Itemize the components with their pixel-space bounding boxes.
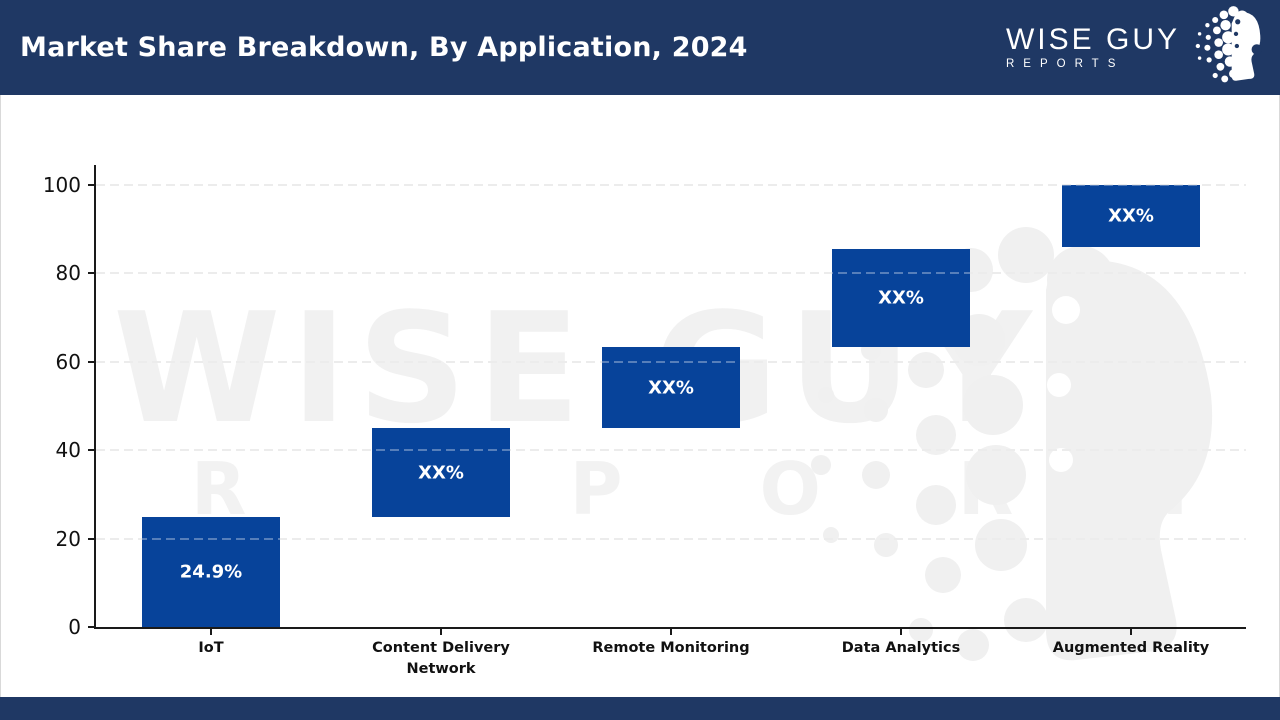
x-axis-category-label: Remote Monitoring xyxy=(592,640,750,656)
brand-logo: WISE GUY REPORTS xyxy=(1006,4,1280,92)
gridline-overlay xyxy=(96,184,1246,186)
x-axis-category-label: IoT xyxy=(198,640,224,656)
y-axis-tick xyxy=(88,626,96,628)
y-axis-tick-label: 40 xyxy=(55,438,81,463)
y-axis-tick xyxy=(88,272,96,275)
y-axis-tick xyxy=(88,449,96,452)
footer-bar xyxy=(0,697,1280,720)
x-axis-tick xyxy=(1130,627,1132,635)
bar-segment xyxy=(602,347,740,429)
x-axis-category-label: Data Analytics xyxy=(841,640,961,656)
brand-logo-line2: REPORTS xyxy=(1005,58,1125,70)
gridline-overlay xyxy=(96,272,1246,275)
gridline xyxy=(96,272,1246,275)
gridline-overlay xyxy=(96,360,1246,363)
dotted-head-logo-icon xyxy=(1184,4,1262,92)
gridline-overlay xyxy=(96,537,1246,540)
x-axis-category-label: Content Delivery Network xyxy=(372,640,510,677)
chart-title: Market Share Breakdown, By Application, … xyxy=(20,32,748,63)
y-axis-tick xyxy=(88,360,96,363)
watermark-dotted-head-icon xyxy=(721,210,1279,684)
y-axis-tick xyxy=(88,537,96,540)
y-axis-tick-label: 80 xyxy=(55,261,81,286)
gridline-overlay xyxy=(96,449,1246,452)
y-axis-line xyxy=(94,165,96,629)
y-axis-tick-label: 0 xyxy=(68,615,81,639)
y-axis-tick-label: 100 xyxy=(42,173,81,197)
x-axis-line xyxy=(94,627,1246,629)
y-axis-tick xyxy=(88,184,96,186)
bar-segment xyxy=(1062,185,1200,247)
bar-value-label: XX% xyxy=(1108,205,1154,227)
header-bar: Market Share Breakdown, By Application, … xyxy=(0,0,1280,95)
x-axis-tick xyxy=(670,627,672,635)
bar-segment xyxy=(372,428,510,517)
gridline xyxy=(96,449,1246,452)
bar-value-label: 24.9% xyxy=(179,561,243,583)
gridline xyxy=(96,184,1246,186)
x-axis-tick xyxy=(210,627,212,635)
x-axis-tick xyxy=(440,627,442,635)
gridline xyxy=(96,537,1246,540)
x-axis-category-label: Augmented Reality xyxy=(1052,640,1210,656)
bar-segment xyxy=(832,248,970,348)
y-axis-tick-label: 20 xyxy=(55,526,81,551)
x-axis-tick xyxy=(900,627,902,635)
bar-value-label: XX% xyxy=(878,287,924,309)
brand-logo-line1: WISE GUY xyxy=(1005,23,1180,56)
bar-value-label: XX% xyxy=(418,462,464,484)
y-axis-tick-label: 60 xyxy=(55,349,81,374)
bar-value-label: XX% xyxy=(648,377,694,399)
brand-logo-text: WISE GUY REPORTS xyxy=(1005,23,1180,71)
bar-segment xyxy=(142,516,280,627)
